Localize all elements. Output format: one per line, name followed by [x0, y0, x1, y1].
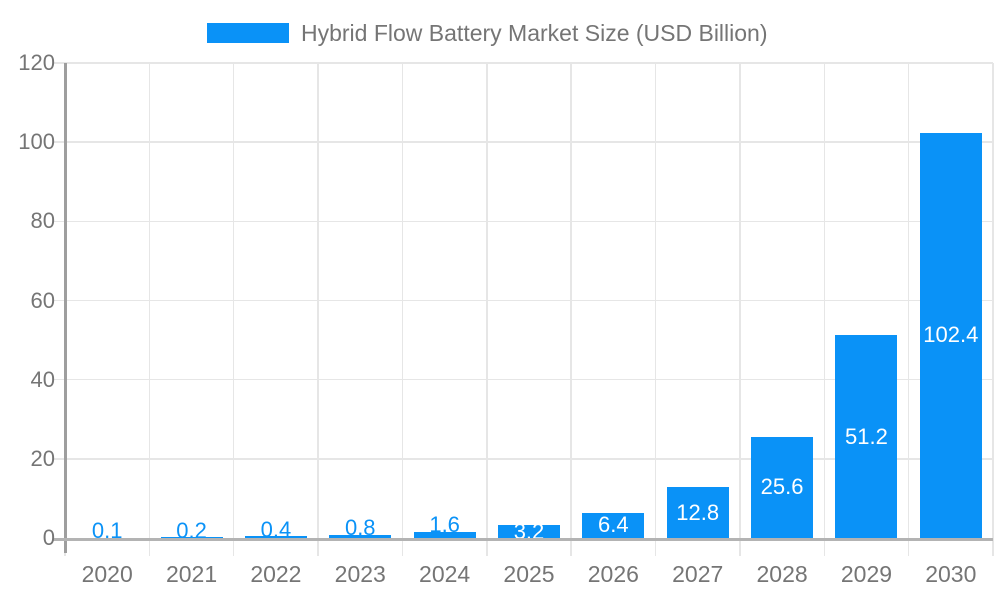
bar[interactable] [244, 536, 307, 538]
bar[interactable] [582, 512, 645, 538]
legend-label: Hybrid Flow Battery Market Size (USD Bil… [301, 20, 768, 46]
x-axis-tick-label: 2028 [756, 561, 808, 587]
bar-annotation: 25.6 [760, 474, 804, 500]
bar-annotation: 1.6 [429, 512, 460, 538]
v-gridline [401, 63, 404, 556]
y-axis-tick-label: 40 [30, 366, 55, 392]
bar[interactable] [919, 132, 982, 538]
v-gridline [823, 63, 826, 556]
h-gridline [53, 141, 993, 143]
bar-annotation: 12.8 [676, 499, 720, 525]
x-axis-tick-label: 2025 [503, 561, 555, 587]
bar[interactable] [413, 531, 476, 538]
v-gridline [148, 63, 151, 556]
bar[interactable] [498, 525, 560, 538]
x-axis-tick-label: 2029 [840, 561, 893, 587]
y-axis-tick-label: 100 [18, 129, 55, 155]
h-gridline [53, 220, 993, 223]
v-gridline [654, 63, 657, 556]
bar-annotation: 6.4 [598, 512, 629, 538]
h-gridline [53, 378, 993, 381]
y-axis-tick-label: 80 [30, 208, 55, 234]
x-axis-tick-label: 2026 [587, 561, 639, 587]
h-gridline [53, 299, 993, 302]
bar[interactable] [666, 487, 729, 538]
x-axis-tick-label: 2022 [250, 561, 302, 587]
x-axis-tick-label: 2023 [334, 561, 386, 587]
v-gridline [992, 63, 994, 556]
x-axis-line [53, 538, 993, 541]
bar[interactable] [160, 537, 223, 538]
h-gridline [53, 62, 993, 64]
y-axis-tick-label: 60 [30, 287, 55, 313]
bar-annotation: 0.1 [91, 518, 123, 544]
v-gridline [739, 63, 741, 556]
bar[interactable] [835, 335, 898, 538]
v-gridline [907, 63, 910, 556]
x-axis-tick-label: 2020 [81, 561, 133, 587]
h-gridline [53, 458, 993, 460]
v-gridline [570, 63, 572, 556]
y-axis-tick-label: 120 [18, 50, 55, 75]
v-gridline [232, 63, 235, 556]
legend-swatch[interactable] [207, 23, 289, 43]
bar-annotation: 51.2 [845, 423, 888, 449]
x-axis-tick-label: 2021 [165, 561, 218, 587]
y-axis-line [63, 63, 67, 553]
x-axis-tick-label: 2030 [925, 561, 977, 587]
bar-annotation: 102.4 [923, 322, 979, 348]
v-gridline [317, 63, 319, 556]
y-axis-tick-label: 20 [30, 445, 55, 471]
bar[interactable] [751, 436, 814, 538]
bar[interactable] [329, 534, 392, 538]
x-axis-tick-label: 2027 [672, 561, 724, 587]
bar-annotation: 0.4 [260, 516, 292, 542]
v-gridline [486, 63, 488, 556]
bar-annotation: 0.8 [344, 515, 376, 541]
y-axis-tick-label: 0 [42, 525, 55, 550]
x-axis-tick-label: 2024 [419, 561, 471, 587]
bar-annotation: 0.2 [176, 517, 207, 543]
